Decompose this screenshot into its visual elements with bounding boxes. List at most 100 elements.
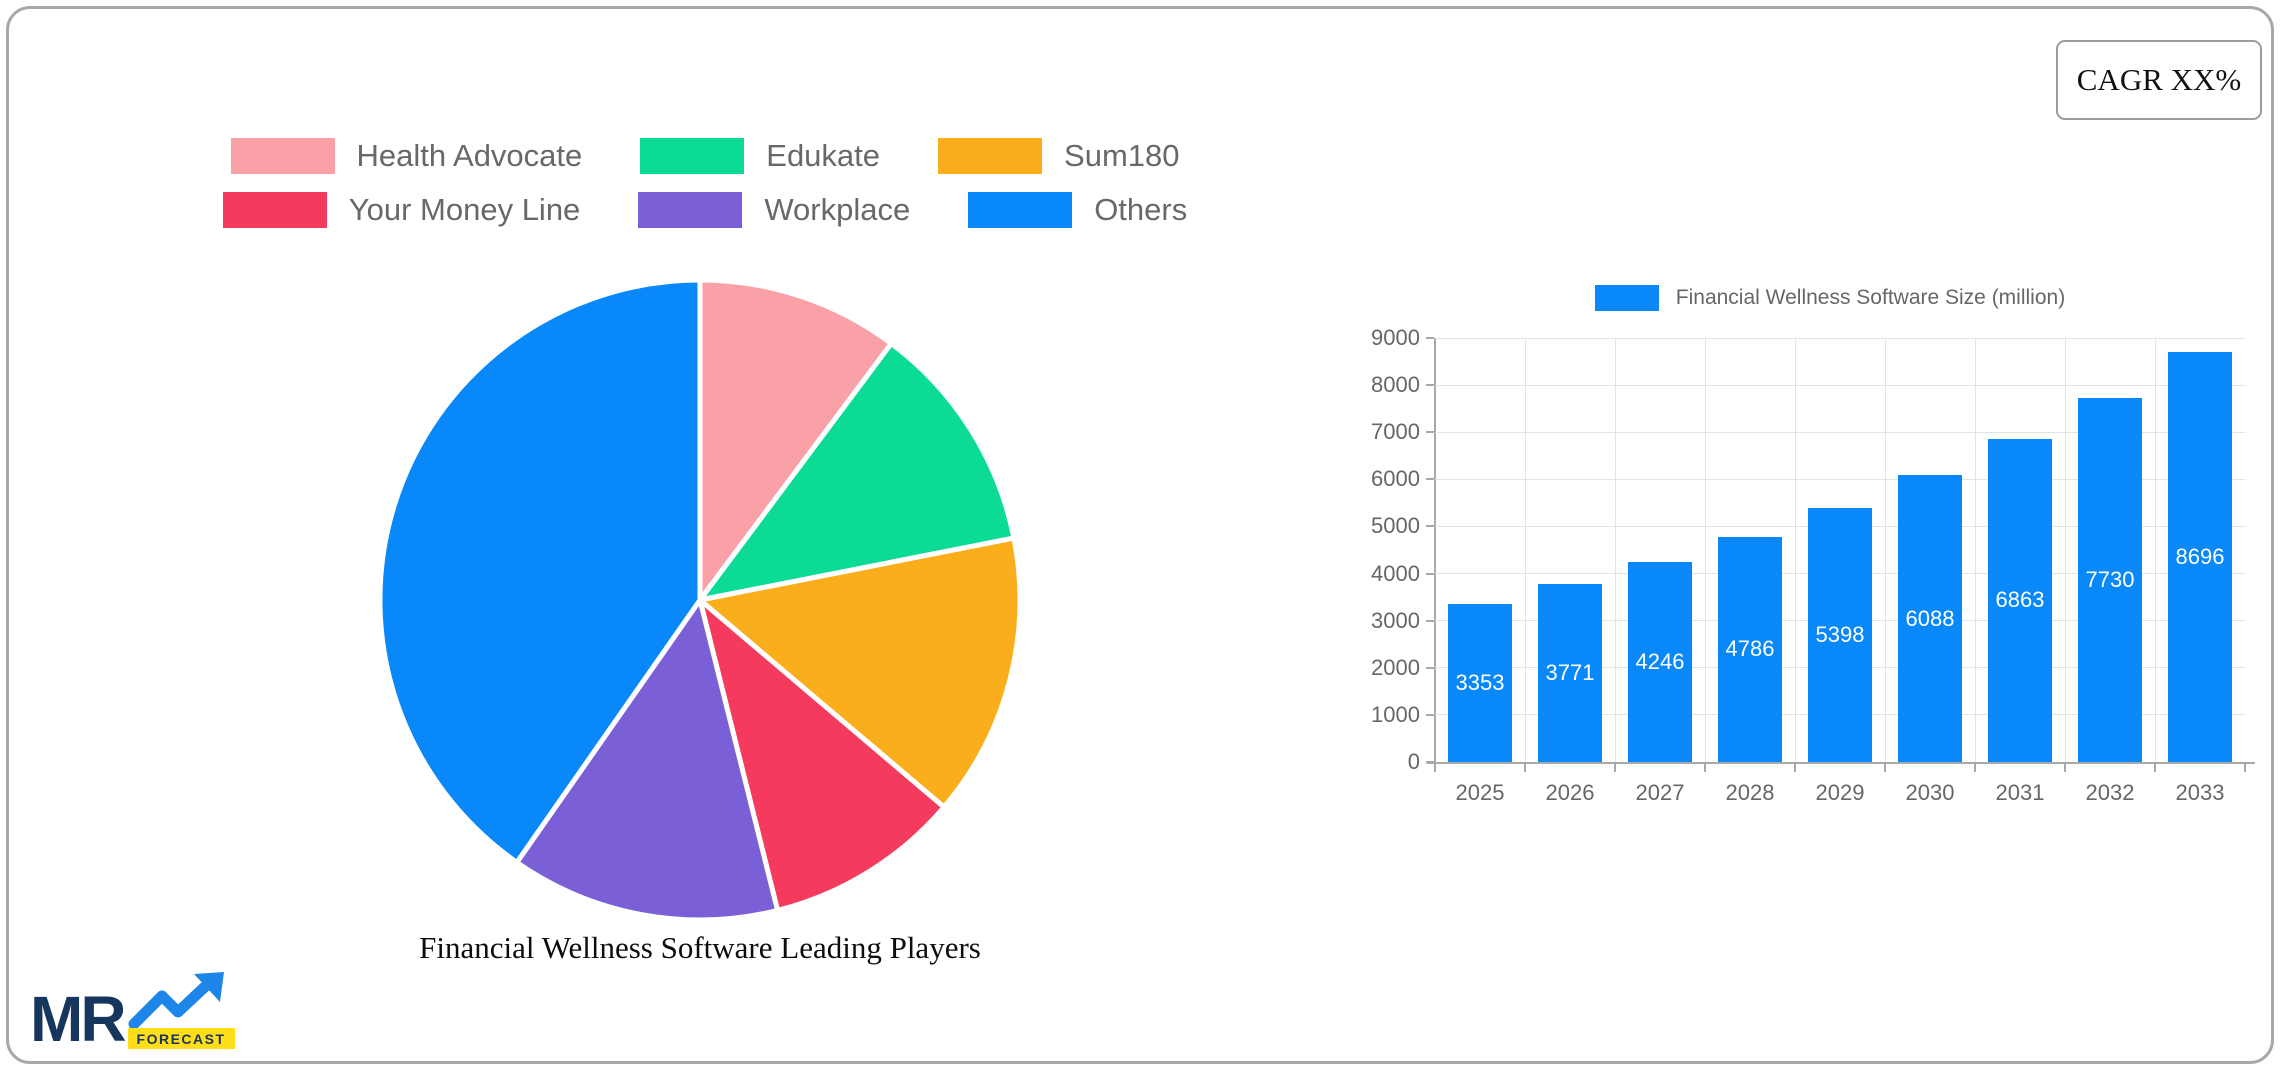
h-gridline-7000 <box>1435 431 2245 433</box>
bar-value-label-2032: 7730 <box>2085 566 2135 592</box>
legend-item-workplace: Workplace <box>638 192 910 228</box>
bar-2030: 6088 <box>1898 475 1962 762</box>
x-tick-3 <box>1704 764 1706 772</box>
bar-plot-area: 0 1000 2000 3000 4000 5000 6000 7000 8000 9000 335… <box>1371 325 2255 805</box>
y-axis-label-6000: 6000 <box>1371 466 1420 492</box>
y-tick-2000 <box>1426 666 1434 669</box>
h-gridline-6000 <box>1435 478 2245 480</box>
legend-item-sum180: Sum180 <box>938 138 1180 174</box>
y-axis-line <box>1434 338 1436 766</box>
legend-label-others: Others <box>1094 192 1188 227</box>
x-tick-0 <box>1434 764 1436 772</box>
y-axis-label-2000: 2000 <box>1371 654 1420 680</box>
bar-value-label-2027: 4246 <box>1635 649 1685 674</box>
trend-arrow-icon <box>128 972 224 1030</box>
x-axis-label-2033: 2033 <box>2175 780 2225 805</box>
x-tick-6 <box>1974 764 1976 772</box>
legend-label-health-advocate: Health Advocate <box>356 138 583 173</box>
report-frame <box>6 6 2274 1064</box>
v-gridline-8 <box>2154 338 2156 762</box>
y-axis-label-5000: 5000 <box>1371 513 1420 539</box>
legend-swatch-others <box>968 192 1073 228</box>
h-gridline-8000 <box>1435 384 2245 386</box>
legend-label-edukate: Edukate <box>766 138 881 173</box>
pie-legend-row-1: Health Advocate Edukate Sum180 <box>180 138 1230 174</box>
y-tick-7000 <box>1426 431 1434 434</box>
bar-2028: 4786 <box>1718 536 1782 762</box>
pie-slice-others <box>377 277 703 865</box>
v-gridline-2 <box>1614 338 1616 762</box>
bar-2033: 8696 <box>2168 352 2232 762</box>
pie-slice-health-advocate <box>697 277 894 603</box>
y-axis-label-0: 0 <box>1407 749 1420 774</box>
bar-2026: 3771 <box>1538 584 1602 762</box>
logo-mr-text: MR <box>30 983 127 1056</box>
pie-slice-workplace <box>514 597 781 923</box>
legend-swatch-workplace <box>638 192 743 228</box>
y-tick-8000 <box>1426 384 1434 387</box>
y-axis-label-9000: 9000 <box>1371 325 1420 350</box>
y-axis-label-7000: 7000 <box>1371 419 1420 445</box>
v-gridline-3 <box>1704 338 1706 762</box>
x-tick-4 <box>1794 764 1796 772</box>
pie-legend: Health Advocate Edukate Sum180 Your Money … <box>180 138 1230 228</box>
logo-right-block: FORECAST <box>127 972 235 1049</box>
h-gridline-9000 <box>1435 337 2245 339</box>
bar-value-label-2030: 6088 <box>1905 605 1955 631</box>
bar-2027: 4246 <box>1628 562 1692 762</box>
x-axis-label-2027: 2027 <box>1635 780 1685 805</box>
legend-label-workplace: Workplace <box>764 192 911 227</box>
x-axis-label-2030: 2030 <box>1905 780 1955 805</box>
legend-item-health-advocate: Health Advocate <box>230 138 583 174</box>
cagr-badge-label: CAGR XX% <box>2076 62 2242 97</box>
legend-item-edukate: Edukate <box>640 138 880 174</box>
mr-forecast-logo: MR FORECAST <box>30 972 235 1056</box>
y-tick-9000 <box>1426 337 1434 339</box>
y-tick-1000 <box>1426 713 1434 716</box>
v-gridline-7 <box>2064 338 2066 762</box>
pie-legend-row-2: Your Money Line Workplace Others <box>180 192 1230 228</box>
y-tick-0 <box>1426 761 1434 763</box>
bar-chart: Financial Wellness Software Size (millio… <box>1371 285 2270 830</box>
logo-forecast-text: FORECAST <box>127 1028 235 1049</box>
legend-label-your-money-line: Your Money Line <box>348 192 581 227</box>
x-axis-label-2028: 2028 <box>1725 780 1775 805</box>
v-gridline-6 <box>1974 338 1976 762</box>
pie-slice-edukate <box>697 341 1017 603</box>
x-axis-label-2025: 2025 <box>1455 780 1505 805</box>
bar-value-label-2025: 3353 <box>1455 670 1505 695</box>
x-axis-line <box>1427 762 2255 764</box>
bar-2031: 6863 <box>1988 438 2052 762</box>
bar-value-label-2026: 3771 <box>1545 660 1595 686</box>
x-tick-1 <box>1524 764 1526 772</box>
x-tick-7 <box>2064 764 2066 772</box>
cagr-badge: CAGR XX% <box>2056 40 2262 120</box>
x-axis-label-2032: 2032 <box>2085 780 2135 805</box>
v-gridline-5 <box>1884 338 1886 762</box>
y-axis-label-4000: 4000 <box>1371 560 1420 586</box>
y-tick-3000 <box>1426 619 1434 622</box>
bar-value-label-2028: 4786 <box>1725 636 1775 662</box>
y-axis-label-1000: 1000 <box>1371 701 1420 727</box>
pie-chart-title: Financial Wellness Software Leading Play… <box>419 930 981 965</box>
y-axis-label-8000: 8000 <box>1371 372 1420 398</box>
legend-swatch-health-advocate <box>230 138 335 174</box>
y-tick-5000 <box>1426 525 1434 528</box>
bar-2029: 5398 <box>1808 507 1872 762</box>
legend-item-others: Others <box>968 192 1187 228</box>
bar-2025: 3353 <box>1448 604 1512 762</box>
bar-value-label-2031: 6863 <box>1995 587 2045 613</box>
bar-2032: 7730 <box>2078 397 2142 762</box>
bar-chart-legend: Financial Wellness Software Size (millio… <box>1390 285 2270 311</box>
v-gridline-1 <box>1524 338 1526 762</box>
pie-chart <box>377 277 1023 923</box>
x-axis-label-2031: 2031 <box>1995 780 2045 805</box>
bar-value-label-2029: 5398 <box>1815 621 1865 647</box>
bar-value-label-2033: 8696 <box>2175 544 2225 570</box>
legend-swatch-edukate <box>640 138 745 174</box>
x-tick-8 <box>2154 764 2156 772</box>
x-tick-5 <box>1884 764 1886 772</box>
x-axis-label-2026: 2026 <box>1545 780 1595 805</box>
x-tick-2 <box>1614 764 1616 772</box>
x-tick-end <box>2244 764 2246 772</box>
